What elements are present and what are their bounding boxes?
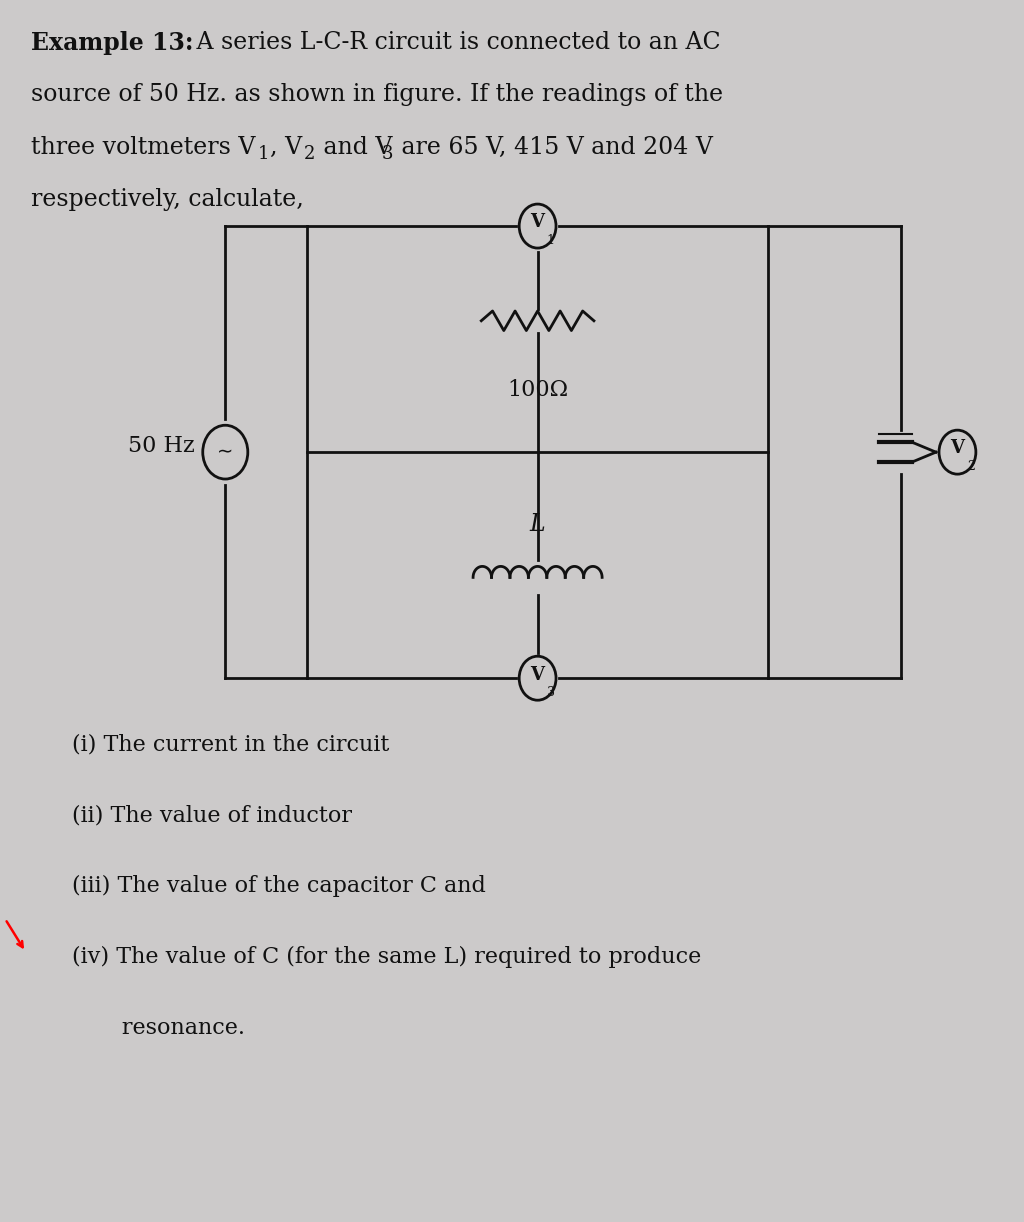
Text: V: V (950, 440, 965, 457)
Text: (i) The current in the circuit: (i) The current in the circuit (72, 733, 389, 755)
Text: A series L-C-R circuit is connected to an AC: A series L-C-R circuit is connected to a… (189, 31, 721, 54)
Text: Example 13:: Example 13: (31, 31, 194, 55)
Text: 3: 3 (382, 145, 393, 164)
Text: and V: and V (316, 136, 393, 159)
Circle shape (203, 425, 248, 479)
Text: , V: , V (270, 136, 302, 159)
Text: 1: 1 (258, 145, 269, 164)
Circle shape (519, 656, 556, 700)
Text: respectively, calculate,: respectively, calculate, (31, 188, 303, 211)
Text: source of 50 Hz. as shown in figure. If the readings of the: source of 50 Hz. as shown in figure. If … (31, 83, 723, 106)
Text: V: V (530, 214, 545, 231)
Text: (iii) The value of the capacitor C and: (iii) The value of the capacitor C and (72, 875, 485, 897)
Text: ∼: ∼ (217, 442, 233, 462)
Circle shape (939, 430, 976, 474)
Text: (iv) The value of C (for the same L) required to produce: (iv) The value of C (for the same L) req… (72, 946, 701, 968)
Text: 2: 2 (304, 145, 315, 164)
Text: (ii) The value of inductor: (ii) The value of inductor (72, 804, 351, 826)
Circle shape (519, 204, 556, 248)
Text: 1: 1 (547, 235, 555, 247)
Text: 100Ω: 100Ω (507, 380, 568, 402)
Text: L: L (529, 513, 546, 535)
Text: 50 Hz: 50 Hz (128, 435, 195, 457)
Text: V: V (530, 666, 545, 683)
Text: are 65 V, 415 V and 204 V: are 65 V, 415 V and 204 V (394, 136, 713, 159)
Text: 3: 3 (547, 687, 555, 699)
Text: 2: 2 (967, 461, 975, 473)
Text: three voltmeters V: three voltmeters V (31, 136, 255, 159)
Text: resonance.: resonance. (72, 1017, 245, 1039)
